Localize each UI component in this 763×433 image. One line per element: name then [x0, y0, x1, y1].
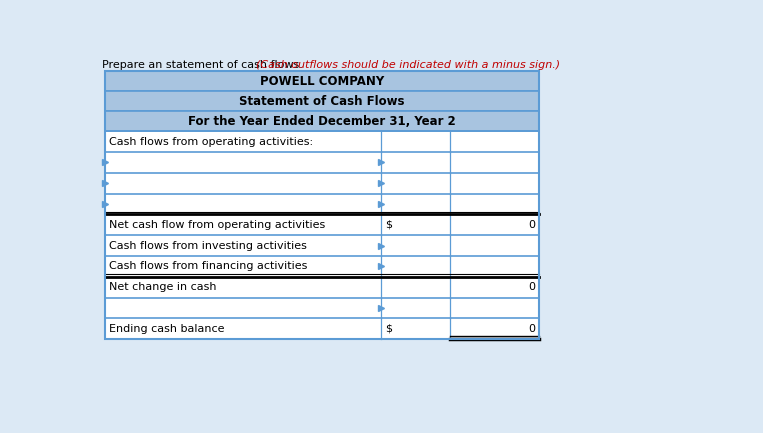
Bar [450, 256, 539, 277]
Text: Cash flows from operating activities:: Cash flows from operating activities: [108, 137, 313, 147]
Bar [381, 235, 450, 256]
Bar [450, 277, 539, 297]
Bar [105, 194, 381, 214]
Bar [381, 131, 450, 152]
Text: For the Year Ended December 31, Year 2: For the Year Ended December 31, Year 2 [188, 115, 456, 128]
Bar [381, 297, 450, 318]
Bar [105, 297, 381, 318]
Text: Net change in cash: Net change in cash [108, 282, 216, 292]
Bar [105, 235, 381, 256]
Text: 0: 0 [528, 282, 535, 292]
Bar [105, 131, 381, 152]
Text: Ending cash balance: Ending cash balance [108, 324, 224, 334]
Bar [450, 318, 539, 339]
Bar [105, 91, 539, 111]
Bar [381, 318, 450, 339]
Bar [105, 71, 539, 91]
Text: $: $ [385, 324, 392, 334]
Bar [105, 277, 381, 297]
Bar [450, 214, 539, 235]
Text: (Cash outflows should be indicated with a minus sign.): (Cash outflows should be indicated with … [256, 61, 561, 71]
Text: Prepare an statement of cash flows.: Prepare an statement of cash flows. [101, 61, 306, 71]
Text: 0: 0 [528, 324, 535, 334]
Bar [105, 318, 381, 339]
Bar [105, 214, 381, 235]
Bar [105, 111, 539, 131]
Bar [381, 194, 450, 214]
Bar [105, 71, 539, 339]
Bar [450, 235, 539, 256]
Bar [450, 152, 539, 173]
Text: Cash flows from financing activities: Cash flows from financing activities [108, 262, 307, 271]
Text: Net cash flow from operating activities: Net cash flow from operating activities [108, 220, 325, 230]
Bar [381, 277, 450, 297]
Bar [105, 173, 381, 194]
Bar [105, 256, 381, 277]
Text: Statement of Cash Flows: Statement of Cash Flows [240, 95, 405, 108]
Bar [381, 256, 450, 277]
Bar [450, 131, 539, 152]
Text: $: $ [385, 220, 392, 230]
Bar [450, 173, 539, 194]
Bar [450, 194, 539, 214]
Bar [450, 297, 539, 318]
Text: POWELL COMPANY: POWELL COMPANY [260, 75, 385, 88]
Text: Cash flows from investing activities: Cash flows from investing activities [108, 241, 307, 251]
Bar [381, 214, 450, 235]
Bar [381, 173, 450, 194]
Bar [381, 152, 450, 173]
Bar [105, 152, 381, 173]
Text: 0: 0 [528, 220, 535, 230]
